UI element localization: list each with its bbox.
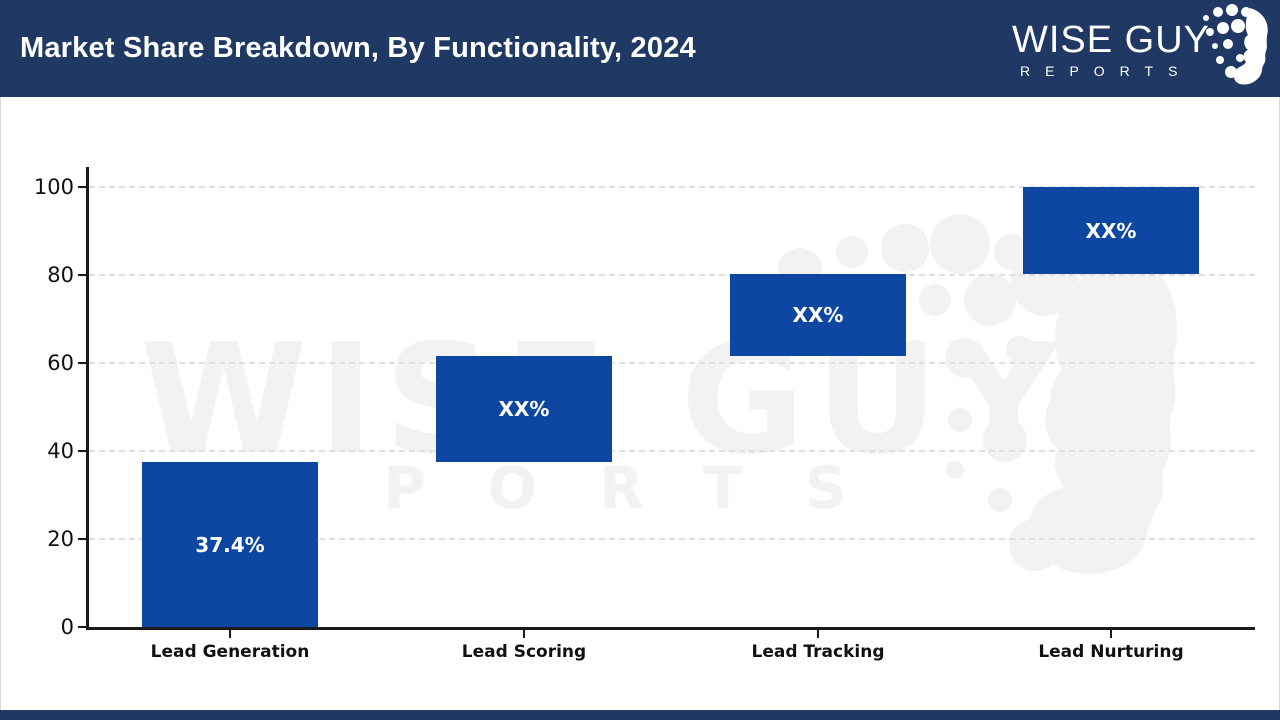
bar-value-label: 37.4% [195,532,265,557]
y-axis-tick [78,538,86,540]
logo-wordmark: WISE GUY [1012,19,1210,61]
category-label: Lead Scoring [461,642,587,662]
x-axis-tick [1110,630,1112,638]
y-axis-tick [78,274,86,276]
y-axis-tick [78,450,86,452]
x-axis-tick [817,630,819,638]
category-label: Lead Tracking [751,642,885,662]
bar-value-label: XX% [1085,218,1137,243]
y-tick-label: 100 [33,175,74,199]
bar-lead-generation: 37.4% [142,462,318,627]
category-label: Lead Generation [150,642,310,662]
x-axis-tick [523,630,525,638]
y-axis-line [86,167,89,630]
y-axis-tick [78,362,86,364]
bar-value-label: XX% [498,396,550,421]
y-tick-label: 60 [47,351,74,375]
gridline [89,186,1255,188]
y-axis-tick [78,186,86,188]
header-bar: Market Share Breakdown, By Functionality… [0,0,1280,97]
gridline [89,450,1255,452]
brand-logo: WISE GUY REPORTS [1012,4,1268,85]
logo-head-icon [1203,4,1268,85]
y-axis-tick [78,626,86,628]
bar-lead-scoring: XX% [436,355,612,463]
logo-subtext: REPORTS [1020,63,1192,79]
y-tick-label: 40 [47,439,74,463]
gridline [89,274,1255,276]
gridline [89,538,1255,540]
bar-lead-nurturing: XX% [1023,187,1199,275]
y-tick-label: 80 [47,263,74,287]
category-label: Lead Nurturing [1038,642,1184,662]
page-title: Market Share Breakdown, By Functionality… [20,32,696,64]
y-tick-label: 0 [60,615,74,639]
footer-bar [0,710,1280,720]
bar-lead-tracking: XX% [730,274,906,356]
x-axis-line [86,627,1255,630]
x-axis-tick [229,630,231,638]
gridline [89,362,1255,364]
y-tick-label: 20 [47,527,74,551]
bar-value-label: XX% [792,302,844,327]
